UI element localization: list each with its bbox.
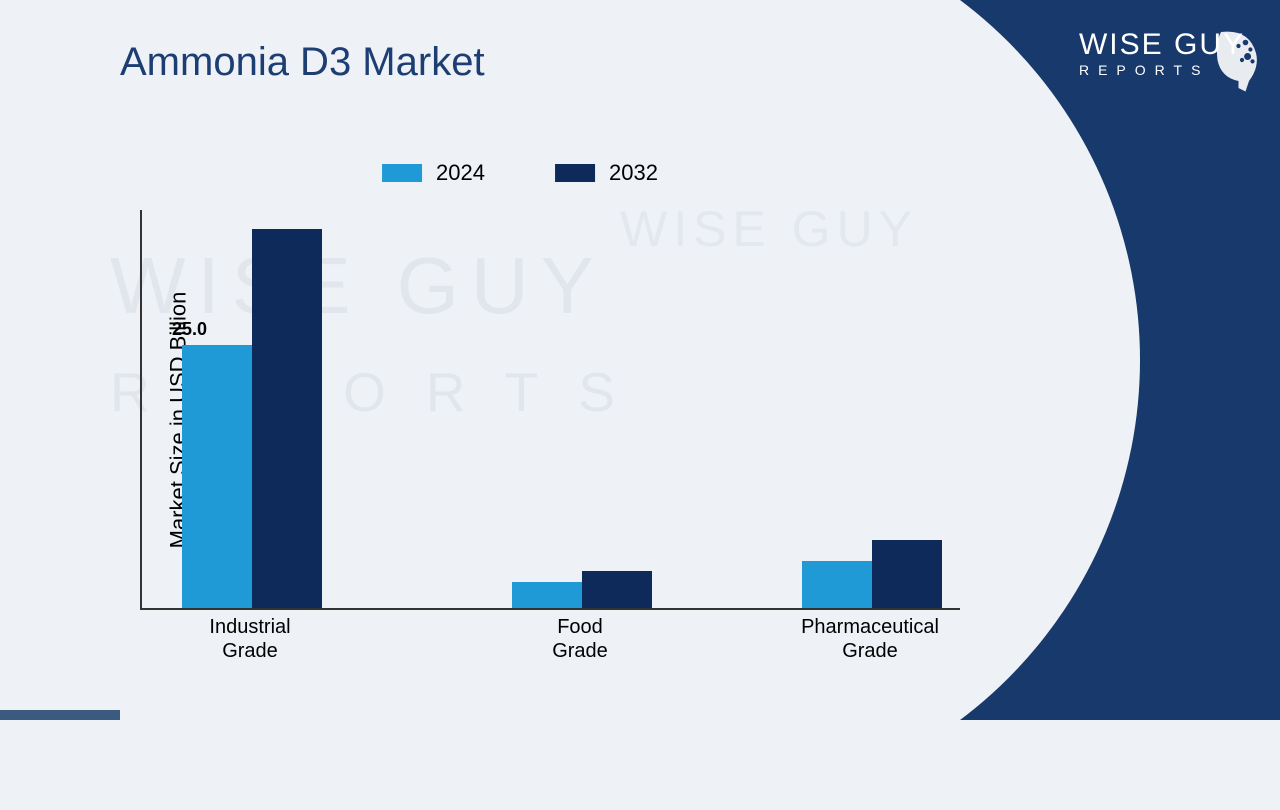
logo-sub-text: REPORTS [1079,62,1245,78]
logo-main-text: WISE GUY [1079,30,1245,60]
bar [512,582,582,608]
legend-label-2032: 2032 [609,160,658,186]
legend-item-2024: 2024 [382,160,485,186]
bar [872,540,942,608]
x-tick-label: FoodGrade [480,615,680,663]
bar-group [782,540,962,608]
legend-swatch-2032 [555,164,595,182]
bar [252,229,322,608]
chart-container: Market Size in USD Billion 2024 2032 25.… [70,160,970,680]
legend-label-2024: 2024 [436,160,485,186]
footer-accent-bar [0,710,120,720]
plot-area: 25.0 [140,210,960,610]
x-tick-label: PharmaceuticalGrade [770,615,970,663]
bar-value-label: 25.0 [172,319,207,340]
bar [802,561,872,608]
chart-title: Ammonia D3 Market [120,40,485,85]
right-brand-panel [960,0,1280,720]
bar [182,345,252,608]
x-tick-label: IndustrialGrade [150,615,350,663]
legend-item-2032: 2032 [555,160,658,186]
legend-swatch-2024 [382,164,422,182]
bar-group [492,571,672,608]
brand-logo: WISE GUY REPORTS [1079,30,1245,78]
legend: 2024 2032 [382,160,658,186]
bar [582,571,652,608]
bar-group [162,229,342,608]
